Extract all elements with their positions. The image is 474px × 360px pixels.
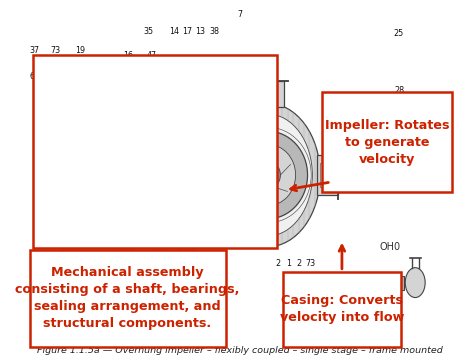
Text: 28: 28	[394, 86, 404, 95]
Text: Mechanical assembly
consisting of a shaft, bearings,
sealing arrangement, and
st: Mechanical assembly consisting of a shaf…	[15, 266, 240, 329]
Text: Figure 1.1.5a — Overhung impeller – flexibly coupled – single stage – frame moun: Figure 1.1.5a — Overhung impeller – flex…	[37, 346, 443, 355]
Bar	[399, 276, 404, 289]
Text: OH0: OH0	[379, 242, 401, 252]
Text: 22: 22	[38, 152, 48, 161]
Bar	[179, 230, 193, 250]
Text: 47: 47	[147, 51, 157, 60]
Bar	[365, 272, 399, 293]
Circle shape	[240, 144, 296, 206]
Bar	[141, 153, 150, 197]
Text: 6: 6	[30, 72, 35, 81]
Circle shape	[131, 134, 137, 140]
Text: 1: 1	[286, 259, 291, 268]
Bar	[33, 150, 51, 200]
Text: 18: 18	[46, 179, 56, 188]
Circle shape	[131, 210, 137, 216]
Circle shape	[228, 131, 308, 219]
Bar	[232, 137, 244, 213]
Circle shape	[262, 168, 274, 182]
Bar	[33, 55, 277, 248]
Bar	[252, 81, 284, 107]
Bar	[116, 233, 132, 255]
Text: 17: 17	[182, 27, 192, 36]
Bar	[152, 230, 166, 250]
Ellipse shape	[223, 114, 312, 236]
Text: 35: 35	[144, 27, 154, 36]
Text: 69: 69	[38, 161, 48, 170]
Text: 13: 13	[195, 27, 205, 36]
Bar	[30, 250, 226, 347]
Bar	[62, 233, 78, 255]
Bar	[33, 157, 49, 193]
Ellipse shape	[215, 103, 320, 247]
Bar	[202, 105, 232, 245]
Circle shape	[64, 134, 69, 140]
Bar	[60, 117, 141, 233]
Bar	[320, 163, 338, 187]
Text: 2: 2	[276, 259, 281, 268]
Circle shape	[255, 161, 281, 189]
Text: 14: 14	[170, 27, 180, 36]
Bar	[283, 272, 401, 347]
Bar	[205, 153, 232, 197]
Text: 49: 49	[41, 69, 51, 78]
Text: 73: 73	[306, 259, 316, 268]
Text: 16: 16	[123, 51, 133, 60]
Bar	[317, 155, 338, 195]
Bar	[67, 127, 134, 223]
Text: Casing: Converts
velocity into flow: Casing: Converts velocity into flow	[280, 294, 404, 324]
Bar	[154, 157, 198, 193]
Text: 37: 37	[30, 46, 40, 55]
Text: 25: 25	[393, 29, 403, 38]
Polygon shape	[60, 170, 288, 180]
Text: 40: 40	[201, 259, 210, 268]
Text: 2: 2	[296, 259, 301, 268]
Text: Impeller: Rotates
to generate
velocity: Impeller: Rotates to generate velocity	[325, 119, 449, 166]
Circle shape	[64, 210, 69, 216]
Text: 19: 19	[75, 46, 85, 55]
Text: 7: 7	[237, 10, 242, 19]
Bar	[150, 120, 202, 230]
Text: 24: 24	[394, 95, 404, 104]
Bar	[322, 92, 452, 192]
Text: 73: 73	[50, 46, 60, 55]
Text: 38: 38	[209, 27, 219, 36]
Ellipse shape	[405, 268, 425, 298]
